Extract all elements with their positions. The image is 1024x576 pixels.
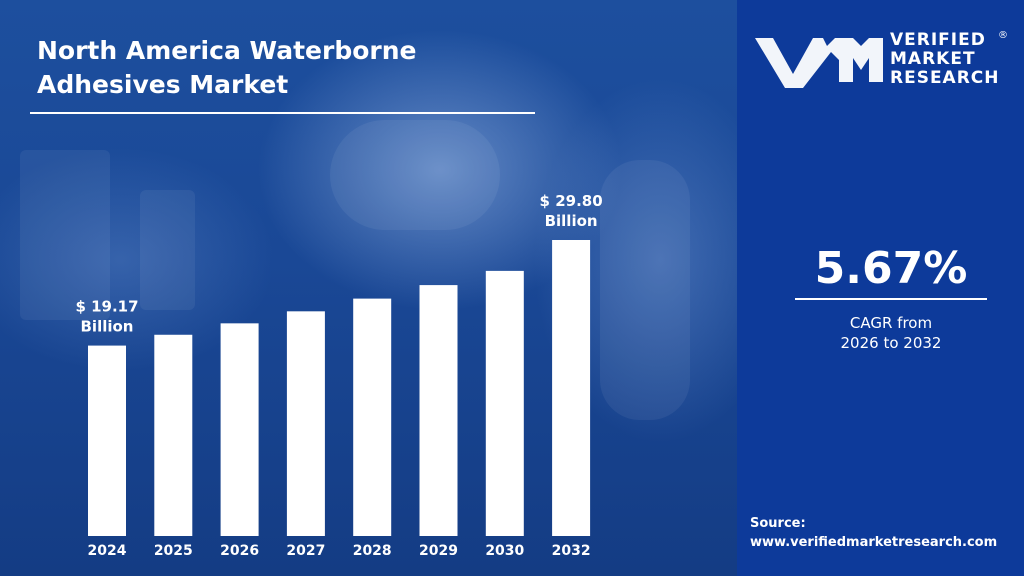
cagr-value: 5.67% <box>814 243 968 294</box>
page-title: North America Waterborne Adhesives Marke… <box>37 36 417 99</box>
data-label-value: $ 29.80 <box>540 192 603 210</box>
x-axis-ticks: 2024 2025 2026 2027 2028 2029 2030 2032 <box>88 543 591 559</box>
cagr-label: CAGR from 2026 to 2032 <box>795 313 987 353</box>
data-label-unit: Billion <box>545 212 598 230</box>
source-label: Source: <box>750 516 806 531</box>
bars <box>88 240 591 536</box>
source-url[interactable]: www.verifiedmarketresearch.com <box>750 535 998 550</box>
bar-2024 <box>88 345 126 536</box>
brand-line-1: VERIFIED <box>890 30 986 50</box>
bar-2032 <box>552 240 591 536</box>
brand-wordmark: VERIFIED MARKET RESEARCH <box>890 31 1000 88</box>
x-tick-label: 2024 <box>88 543 127 559</box>
bar-2026 <box>220 323 259 536</box>
background-shelf <box>20 150 110 320</box>
bar-2027 <box>286 311 325 536</box>
x-tick-label: 2032 <box>552 543 591 559</box>
brand-line-2: MARKET <box>890 49 976 69</box>
x-tick-label: 2026 <box>220 543 259 559</box>
vmr-logo <box>755 38 883 88</box>
side-panel <box>737 0 1024 576</box>
x-tick-label: 2030 <box>485 543 524 559</box>
bar-2028 <box>353 298 392 536</box>
bar-2030 <box>485 270 524 536</box>
cagr-divider <box>795 298 987 300</box>
logo-mark-icon <box>755 38 883 88</box>
x-tick-label: 2027 <box>286 543 325 559</box>
bar-2029 <box>419 285 458 536</box>
data-labels: $ 19.17 Billion $ 29.80 Billion <box>75 192 602 336</box>
brand-line-3: RESEARCH <box>890 68 1000 88</box>
cagr-label-line-2: 2026 to 2032 <box>840 334 942 352</box>
background-glove <box>330 120 500 230</box>
registered-mark: ® <box>998 30 1008 41</box>
bar-2025 <box>154 334 193 536</box>
x-tick-label: 2025 <box>154 543 193 559</box>
x-tick-label: 2029 <box>419 543 458 559</box>
cagr-label-line-1: CAGR from <box>849 314 933 332</box>
background-flask <box>600 160 690 420</box>
data-label-unit: Billion <box>81 318 134 336</box>
background-bottle <box>140 190 195 310</box>
title-divider <box>30 112 535 114</box>
x-tick-label: 2028 <box>353 543 392 559</box>
data-label-value: $ 19.17 <box>75 298 138 316</box>
